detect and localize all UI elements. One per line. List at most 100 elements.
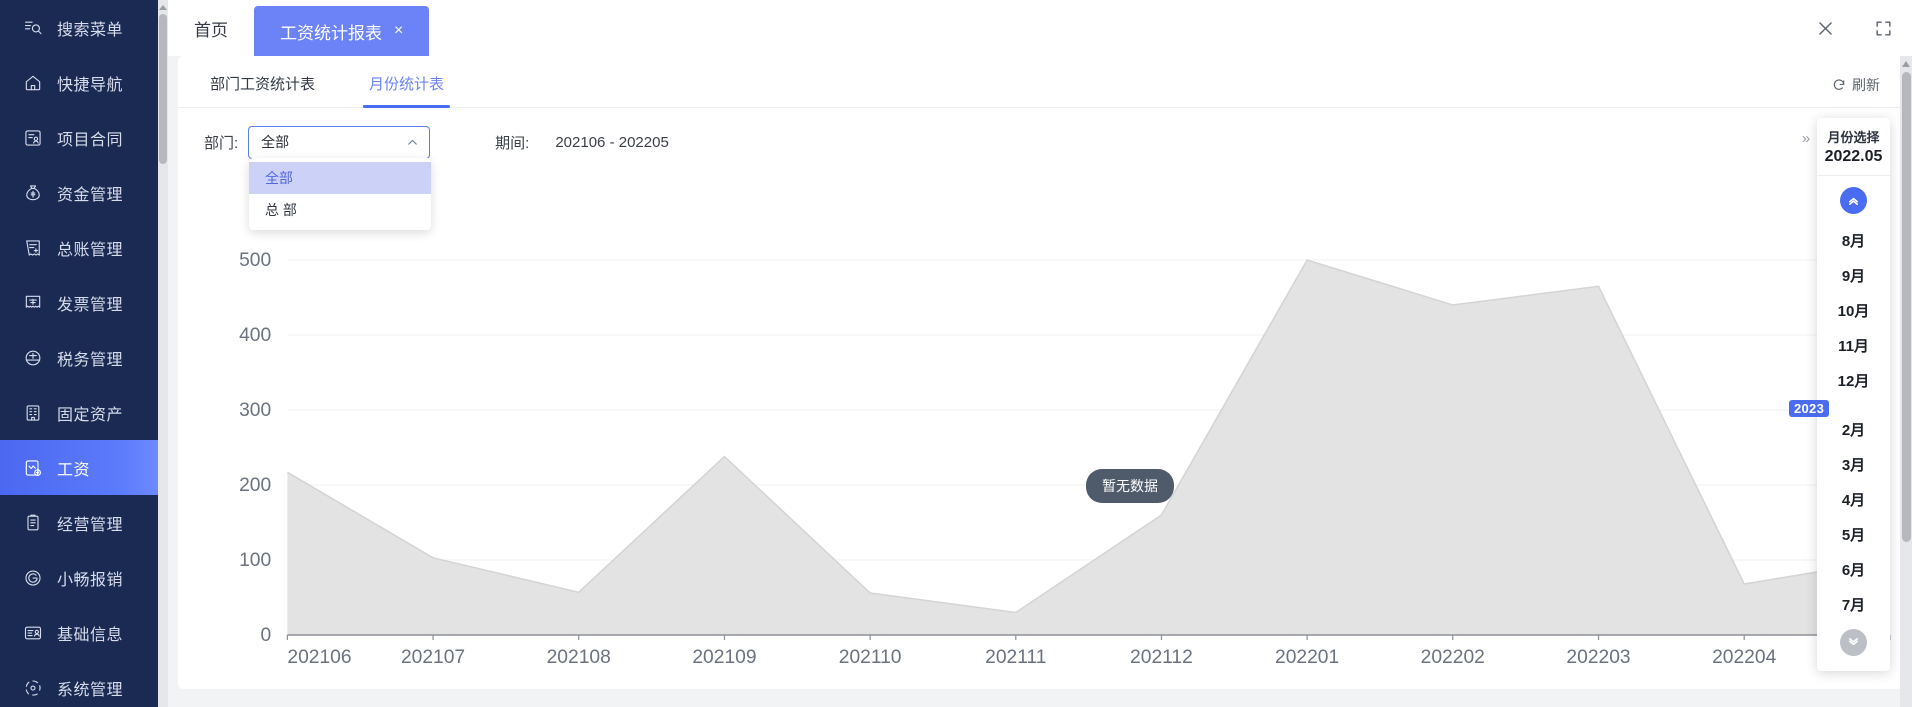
chart-svg: 0 100 200 300 400 500 202106 202107 202108 202109…: [239, 250, 1891, 668]
home-icon: [22, 72, 44, 94]
sidebar-item-9[interactable]: 经营管理: [0, 495, 168, 550]
svg-text:202202: 202202: [1421, 647, 1485, 668]
sidebar-item-12[interactable]: 系统管理: [0, 660, 168, 707]
department-label: 部门:: [204, 134, 239, 152]
sidebar-nav-list: 搜索菜单快捷导航 项目合同 资金管理总账管理发票管理税务管理 固定资产 工资 经营管理小畅…: [0, 0, 168, 707]
filter-row: 部门: 全部 期间: 202106 - 202205: [178, 108, 1902, 230]
sidebar-item-1[interactable]: 快捷导航: [0, 55, 168, 110]
system-gear-icon: [22, 677, 44, 699]
sidebar-scrollbar[interactable]: [158, 0, 168, 707]
money-bag-icon: [22, 182, 44, 204]
month-option-7[interactable]: 3月: [1841, 457, 1866, 474]
reimburse-icon: [22, 567, 44, 589]
month-option-1[interactable]: 9月: [1841, 268, 1866, 285]
sidebar-item-label: 发票管理: [57, 296, 124, 314]
month-option-4[interactable]: 12月: [1837, 373, 1870, 390]
year-badge: 2023: [1789, 400, 1830, 417]
sidebar-item-label: 总账管理: [57, 241, 124, 259]
month-option-3[interactable]: 11月: [1838, 338, 1869, 355]
sidebar-item-2[interactable]: 项目合同: [0, 110, 168, 165]
month-scroll-down-button[interactable]: [1817, 622, 1890, 665]
main-content-area: 首页 工资统计报表 ×: [168, 0, 1912, 707]
month-option-11[interactable]: 7月: [1841, 597, 1866, 614]
subtab-department-payroll-label: 部门工资统计表: [210, 76, 316, 93]
sidebar-scroll-up-arrow[interactable]: [158, 0, 168, 14]
month-list: 8月 9月 10月 11月 12月 2023 2月 3月 4月 5月 6月 7月: [1789, 223, 1890, 622]
dropdown-option-headquarters[interactable]: 总 部: [249, 194, 431, 226]
tab-home[interactable]: 首页: [168, 0, 254, 56]
page-scroll-up-arrow[interactable]: [1900, 56, 1912, 72]
svg-text:202203: 202203: [1566, 647, 1630, 668]
subtab-monthly-stats[interactable]: 月份统计表: [355, 73, 458, 108]
svg-text:202112: 202112: [1130, 647, 1193, 668]
month-option-0[interactable]: 8月: [1841, 233, 1866, 250]
sidebar-item-7[interactable]: 固定资产: [0, 385, 168, 440]
month-scroll-up-button[interactable]: [1817, 180, 1890, 223]
month-option-8[interactable]: 4月: [1841, 492, 1866, 509]
report-card: 部门工资统计表 月份统计表 刷新 部门:: [178, 56, 1902, 689]
department-select-value: 全部: [261, 134, 290, 150]
contract-icon: [22, 127, 44, 149]
sidebar-item-8[interactable]: 工资: [0, 440, 168, 495]
chevron-up-icon[interactable]: [406, 136, 419, 149]
sidebar-item-3[interactable]: 资金管理: [0, 165, 168, 220]
sidebar-item-4[interactable]: 总账管理: [0, 220, 168, 275]
month-option-5[interactable]: 2023: [1789, 398, 1890, 417]
svg-text:500: 500: [239, 250, 271, 271]
dropdown-option-all[interactable]: 全部: [249, 162, 431, 194]
chevron-down-circle-icon: [1840, 629, 1867, 656]
month-option-10[interactable]: 6月: [1841, 562, 1866, 579]
department-select[interactable]: 全部: [248, 125, 431, 159]
tab-strip-spacer: [429, 0, 1796, 56]
invoice-icon: [22, 292, 44, 314]
window-fullscreen-button[interactable]: [1854, 0, 1912, 56]
svg-text:202109: 202109: [692, 647, 756, 668]
tab-close-icon[interactable]: ×: [394, 22, 404, 39]
tab-payroll-report[interactable]: 工资统计报表 ×: [254, 6, 430, 56]
no-data-tooltip: 暂无数据: [1086, 469, 1174, 503]
svg-text:300: 300: [239, 400, 271, 421]
sidebar-item-10[interactable]: 小畅报销: [0, 550, 168, 605]
panel-collapse-icon[interactable]: »: [1801, 129, 1811, 147]
svg-text:202111: 202111: [985, 647, 1046, 668]
sidebar-scroll-thumb[interactable]: [159, 14, 167, 164]
page-scrollbar[interactable]: [1900, 56, 1912, 707]
sidebar-item-11[interactable]: 基础信息: [0, 605, 168, 660]
subtab-department-payroll[interactable]: 部门工资统计表: [196, 73, 329, 107]
svg-text:202110: 202110: [839, 647, 902, 668]
tab-home-label: 首页: [194, 20, 228, 40]
svg-text:100: 100: [239, 550, 271, 571]
svg-text:202201: 202201: [1275, 647, 1339, 668]
month-option-6[interactable]: 2月: [1841, 422, 1866, 439]
month-option-9[interactable]: 5月: [1841, 527, 1866, 544]
tab-strip: 首页 工资统计报表 ×: [168, 0, 1912, 56]
refresh-button[interactable]: 刷新: [1832, 75, 1880, 95]
report-content: 部门工资统计表 月份统计表 刷新 部门:: [168, 56, 1912, 707]
svg-text:200: 200: [239, 475, 271, 496]
sidebar-item-0[interactable]: 搜索菜单: [0, 0, 168, 55]
building-icon: [22, 402, 44, 424]
month-option-2[interactable]: 10月: [1837, 303, 1870, 320]
period-value: 202106 - 202205: [555, 133, 669, 151]
payroll-icon: [22, 457, 44, 479]
period-label: 期间:: [495, 134, 530, 152]
tab-payroll-report-label: 工资统计报表: [280, 23, 382, 43]
sidebar-item-label: 系统管理: [57, 681, 124, 699]
month-panel-divider: [1817, 175, 1890, 176]
sidebar-item-label: 基础信息: [57, 626, 124, 644]
svg-text:202106: 202106: [287, 647, 351, 668]
id-card-icon: [22, 622, 44, 644]
svg-text:0: 0: [260, 625, 271, 646]
department-dropdown[interactable]: 全部 总 部: [249, 158, 431, 230]
svg-text:202108: 202108: [547, 647, 611, 668]
window-close-button[interactable]: [1796, 0, 1854, 56]
month-select-panel: 月份选择 2022.05 8月 9月 10月 11月 12月 2023 2月 3月 4月 5月 6月…: [1789, 118, 1890, 671]
sidebar-item-label: 小畅报销: [57, 571, 124, 589]
search-menu-icon: [22, 17, 44, 39]
sidebar-item-5[interactable]: 发票管理: [0, 275, 168, 330]
sidebar-item-label: 搜索菜单: [57, 21, 124, 39]
dropdown-option-headquarters-label: 总 部: [265, 202, 297, 218]
sidebar-item-6[interactable]: 税务管理: [0, 330, 168, 385]
page-scroll-thumb[interactable]: [1902, 72, 1911, 542]
